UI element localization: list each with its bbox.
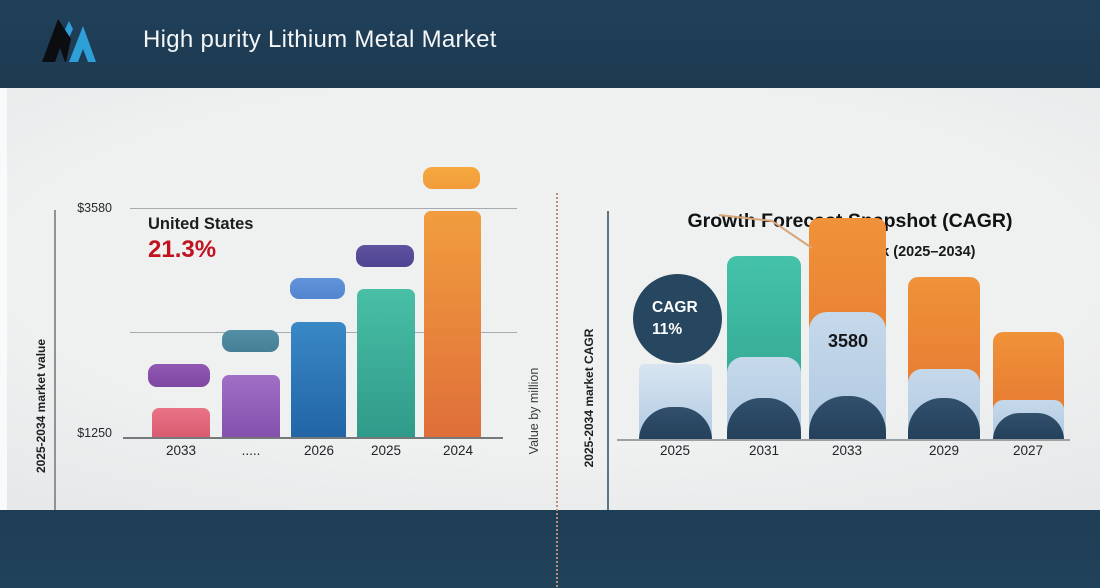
cagr-badge: CAGR 11% [633,274,722,363]
peak-value-label: 3580 [828,331,869,351]
cagr-badge-label: CAGR [652,298,698,316]
left-tick-bottom: $1250 [77,426,112,440]
footer: @ All Market Analysis Snapshot GlobalHig… [0,510,1100,588]
x-axis-label: 2027 [1012,443,1044,458]
left-x-axis-line [123,437,503,439]
page-title: High purity Lithium Metal Market [143,26,497,53]
bar-segment [423,167,480,189]
bar-segment [222,375,280,438]
x-axis-label: 2024 [442,443,474,458]
left-region-label: United States [148,215,254,233]
bar-segment [152,408,210,438]
bar-segment [727,398,801,440]
gridline-3580 [130,208,517,209]
x-axis-label: ..... [241,443,261,458]
bar-segment [424,211,481,438]
right-x-axis-line [617,439,1070,441]
right-y-axis-line [607,211,609,529]
x-axis-label: 2029 [928,443,960,458]
bar-segment [357,289,415,438]
panel-divider-dashed-line [556,193,558,587]
left-y-axis-line [54,210,56,538]
header: High purity Lithium Metal Market [0,0,1100,88]
x-axis-label: 2033 [831,443,863,458]
left-tick-top: $3580 [77,201,112,215]
bar-segment [291,322,346,438]
x-axis-label: 2025 [659,443,691,458]
x-axis-label: 2026 [303,443,335,458]
bar-segment [290,278,345,299]
bar-segment [222,330,279,352]
cagr-badge-value: 11% [652,320,683,338]
bar-segment [148,364,210,387]
x-axis-label: 2031 [748,443,780,458]
bar-segment [993,413,1064,440]
x-axis-label: 2033 [165,443,197,458]
x-axis-label: 2025 [370,443,402,458]
bar-segment [356,245,414,267]
left-growth-value: 21.3% [148,236,217,263]
content-left-edge [0,88,7,510]
ama-logo-icon [42,19,96,62]
